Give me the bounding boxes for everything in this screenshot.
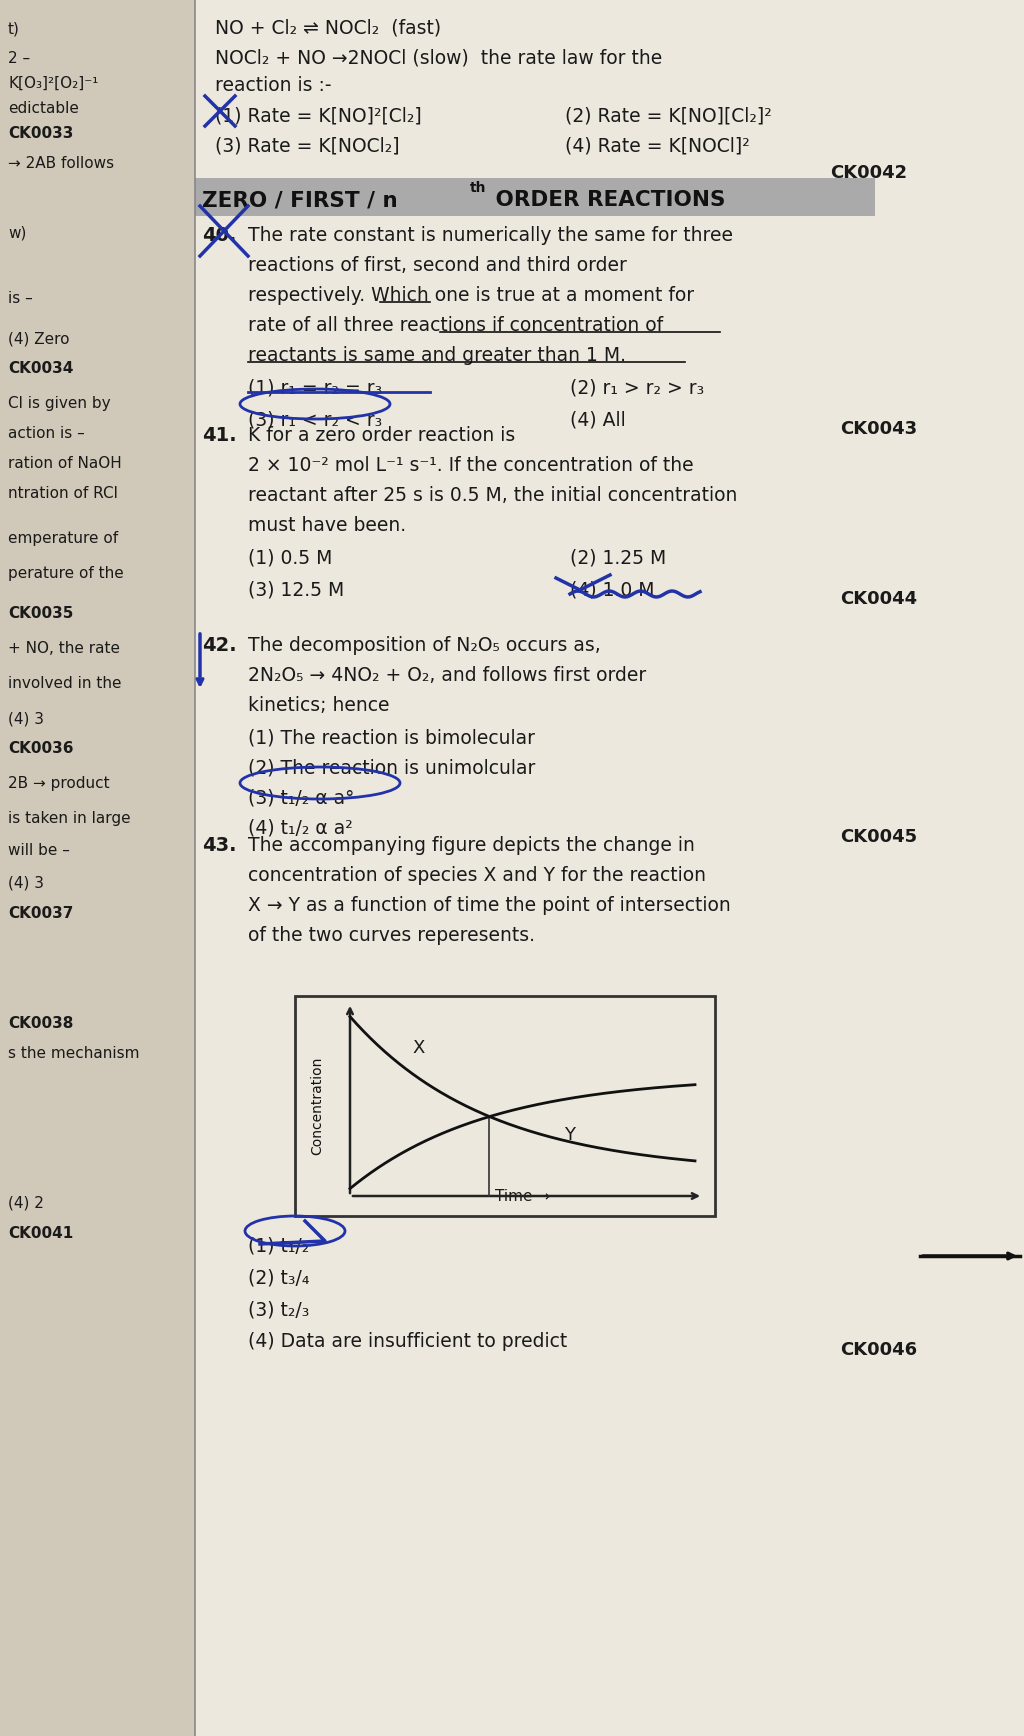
Text: CK0038: CK0038 [8,1016,74,1031]
Text: The rate constant is numerically the same for three: The rate constant is numerically the sam… [248,226,733,245]
Text: ORDER REACTIONS: ORDER REACTIONS [488,189,725,210]
Text: action is –: action is – [8,425,85,441]
Text: The decomposition of N₂O₅ occurs as,: The decomposition of N₂O₅ occurs as, [248,635,601,654]
Text: ration of NaOH: ration of NaOH [8,457,122,470]
Text: CK0045: CK0045 [840,828,918,845]
Text: (2) Rate = K[NO][Cl₂]²: (2) Rate = K[NO][Cl₂]² [565,106,772,125]
Text: concentration of species X and Y for the reaction: concentration of species X and Y for the… [248,866,706,885]
Text: (1) t₁/₂: (1) t₁/₂ [248,1236,309,1255]
Text: 40.: 40. [202,226,237,245]
Text: reactants is same and greater than 1 M.: reactants is same and greater than 1 M. [248,345,626,365]
Text: CK0042: CK0042 [830,163,907,182]
Text: 2B → product: 2B → product [8,776,110,792]
Text: 43.: 43. [202,837,237,856]
Text: K for a zero order reaction is: K for a zero order reaction is [248,425,515,444]
Text: rate of all three reactions if concentration of: rate of all three reactions if concentra… [248,316,664,335]
Text: respectively. Which one is true at a moment for: respectively. Which one is true at a mom… [248,286,694,306]
Text: CK0043: CK0043 [840,420,918,437]
Text: reaction is :-: reaction is :- [215,76,332,95]
Text: (2) t₃/₄: (2) t₃/₄ [248,1267,309,1286]
Bar [195,179,874,215]
Text: (1) The reaction is bimolecular: (1) The reaction is bimolecular [248,727,535,746]
Text: K[O₃]²[O₂]⁻¹: K[O₃]²[O₂]⁻¹ [8,76,98,90]
Text: CK0036: CK0036 [8,741,74,755]
Text: 41.: 41. [202,425,237,444]
Text: kinetics; hence: kinetics; hence [248,696,389,715]
Text: The accompanying figure depicts the change in: The accompanying figure depicts the chan… [248,837,695,856]
Text: CK0033: CK0033 [8,127,74,141]
Bar [0,0,195,1736]
Text: (3) r₁ < r₂ < r₃: (3) r₁ < r₂ < r₃ [248,410,382,429]
Text: Y: Y [564,1125,574,1144]
Text: must have been.: must have been. [248,516,407,535]
Text: NOCl₂ + NO →2NOCl (slow)  the rate law for the: NOCl₂ + NO →2NOCl (slow) the rate law fo… [215,49,663,68]
Text: involved in the: involved in the [8,675,122,691]
Text: (4) t₁/₂ α a²: (4) t₁/₂ α a² [248,818,352,837]
Text: edictable: edictable [8,101,79,116]
Text: (1) 0.5 M: (1) 0.5 M [248,549,333,568]
Text: (4) Rate = K[NOCl]²: (4) Rate = K[NOCl]² [565,135,750,155]
Text: emperature of: emperature of [8,531,118,547]
Text: will be –: will be – [8,844,70,858]
Text: X → Y as a function of time the point of intersection: X → Y as a function of time the point of… [248,896,731,915]
Text: (3) Rate = K[NOCl₂]: (3) Rate = K[NOCl₂] [215,135,399,155]
Text: s the mechanism: s the mechanism [8,1047,139,1061]
Text: (3) 12.5 M: (3) 12.5 M [248,580,344,599]
Text: CK0034: CK0034 [8,361,74,377]
Text: (4) 3: (4) 3 [8,877,44,891]
Text: 2 –: 2 – [8,50,30,66]
Text: is taken in large: is taken in large [8,811,131,826]
Text: t): t) [8,21,19,36]
Bar [295,996,715,1215]
Text: is –: is – [8,292,33,306]
Text: CK0041: CK0041 [8,1226,74,1241]
Text: 2N₂O₅ → 4NO₂ + O₂, and follows first order: 2N₂O₅ → 4NO₂ + O₂, and follows first ord… [248,667,646,686]
Text: (4) All: (4) All [570,410,626,429]
Text: + NO, the rate: + NO, the rate [8,641,120,656]
Text: (2) r₁ > r₂ > r₃: (2) r₁ > r₂ > r₃ [570,378,705,398]
Text: (1) r₁ = r₂ = r₃: (1) r₁ = r₂ = r₃ [248,378,382,398]
Text: Concentration: Concentration [310,1057,324,1154]
Text: NO + Cl₂ ⇌ NOCl₂  (fast): NO + Cl₂ ⇌ NOCl₂ (fast) [215,17,441,36]
Text: CK0037: CK0037 [8,906,74,922]
Text: Time →: Time → [495,1189,550,1205]
Text: Cl is given by: Cl is given by [8,396,111,411]
Text: ntration of RCl: ntration of RCl [8,486,118,502]
Text: CK0035: CK0035 [8,606,74,621]
Text: (2) The reaction is unimolcular: (2) The reaction is unimolcular [248,759,536,778]
Text: (4) Data are insufficient to predict: (4) Data are insufficient to predict [248,1332,567,1351]
Text: w): w) [8,226,27,241]
Text: (4) 1.0 M: (4) 1.0 M [570,580,654,599]
Text: perature of the: perature of the [8,566,124,582]
Text: ZERO / FIRST / n: ZERO / FIRST / n [202,189,397,210]
Text: (1) Rate = K[NO]²[Cl₂]: (1) Rate = K[NO]²[Cl₂] [215,106,422,125]
Text: (2) 1.25 M: (2) 1.25 M [570,549,667,568]
Text: reactions of first, second and third order: reactions of first, second and third ord… [248,255,627,274]
Text: 2 × 10⁻² mol L⁻¹ s⁻¹. If the concentration of the: 2 × 10⁻² mol L⁻¹ s⁻¹. If the concentrati… [248,457,693,476]
Text: X: X [412,1038,425,1057]
Text: th: th [470,181,486,194]
Bar [195,0,1024,1736]
Text: CK0044: CK0044 [840,590,918,608]
Text: (3) t₁/₂ α a°: (3) t₁/₂ α a° [248,788,354,807]
Text: of the two curves reperesents.: of the two curves reperesents. [248,925,535,944]
Text: (3) t₂/₃: (3) t₂/₃ [248,1300,309,1319]
Text: (4) 2: (4) 2 [8,1196,44,1212]
Text: reactant after 25 s is 0.5 M, the initial concentration: reactant after 25 s is 0.5 M, the initia… [248,486,737,505]
Text: 42.: 42. [202,635,237,654]
Text: (4) 3: (4) 3 [8,712,44,726]
Text: (4) Zero: (4) Zero [8,332,70,345]
Text: CK0046: CK0046 [840,1340,918,1359]
Text: → 2AB follows: → 2AB follows [8,156,114,172]
